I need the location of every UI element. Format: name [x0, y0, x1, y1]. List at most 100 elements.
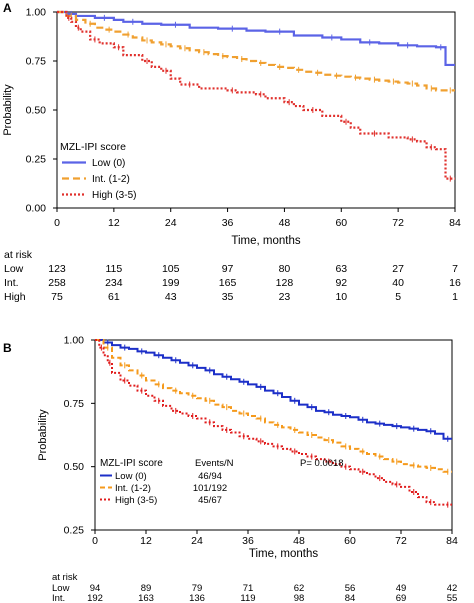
risk-count: 49	[396, 583, 407, 594]
x-tick-label: 36	[242, 535, 254, 547]
risk-count: 1	[452, 291, 458, 303]
risk-count: 92	[335, 277, 347, 289]
risk-count: 98	[294, 593, 305, 603]
risk-count: 79	[192, 583, 203, 594]
legend-entry-label: High (3-5)	[92, 190, 136, 201]
legend-entry-label: Low (0)	[115, 471, 147, 482]
y-tick-label: 0.00	[26, 203, 47, 215]
risk-count: 40	[392, 277, 404, 289]
risk-row-label: Low	[4, 263, 24, 275]
risk-count: 56	[345, 583, 356, 594]
x-tick-label: 72	[395, 535, 407, 547]
risk-count: 5	[395, 291, 401, 303]
risk-count: 89	[141, 583, 152, 594]
x-tick-label: 0	[92, 535, 98, 547]
series-line-high-3-5-	[57, 10, 455, 180]
risk-count: 115	[105, 263, 122, 275]
risk-count: 43	[165, 291, 177, 303]
legend-events-value: 45/67	[198, 495, 222, 506]
y-axis-label: Probability	[37, 409, 49, 461]
risk-count: 16	[449, 277, 461, 289]
x-axis-label: Time, months	[249, 548, 318, 560]
risk-table-title: at risk	[52, 572, 78, 583]
risk-count: 10	[335, 291, 347, 303]
panel-b-chart: 0 12 24 36 48 60 72 84 0.25 0.50 0.75 1.00 Time, mon…	[37, 335, 458, 603]
x-tick-label: 60	[335, 217, 347, 229]
x-tick-label: 84	[449, 217, 461, 229]
y-tick-label: 0.25	[26, 154, 47, 166]
series-line-int-1-2-	[95, 339, 452, 473]
risk-count: 62	[294, 583, 305, 594]
legend-entry-label: Low (0)	[92, 158, 125, 169]
risk-count: 136	[189, 593, 205, 603]
risk-count: 23	[279, 291, 291, 303]
y-tick-label: 0.50	[64, 461, 85, 473]
series-line-int-1-2-	[57, 10, 455, 92]
legend-events-value: 101/192	[193, 483, 227, 494]
x-tick-label: 60	[344, 535, 356, 547]
risk-count: 55	[447, 593, 458, 603]
risk-count: 63	[335, 263, 347, 275]
legend-title: MZL-IPI score	[100, 458, 163, 469]
risk-count: 35	[222, 291, 234, 303]
risk-count: 199	[162, 277, 180, 289]
x-tick-label: 48	[279, 217, 291, 229]
risk-count: 42	[447, 583, 458, 594]
risk-count: 123	[48, 263, 66, 275]
risk-count: 75	[51, 291, 63, 303]
x-tick-label: 12	[108, 217, 120, 229]
x-tick-label: 36	[222, 217, 234, 229]
legend-events-header: Events/N	[195, 458, 234, 469]
risk-count: 84	[345, 593, 356, 603]
series-line-low-0-	[57, 10, 455, 67]
x-tick-label: 84	[446, 535, 458, 547]
risk-count: 105	[162, 263, 180, 275]
y-tick-label: 0.50	[26, 105, 47, 117]
risk-count: 163	[138, 593, 154, 603]
risk-count: 97	[222, 263, 234, 275]
y-tick-label: 0.75	[26, 56, 47, 68]
panel-a-chart: 0 12 24 36 48 60 72 84 0.00 0.25 0.50 0.75 1.00 Time,…	[2, 7, 461, 304]
y-tick-label: 0.75	[64, 398, 85, 410]
risk-table-title: at risk	[4, 249, 33, 261]
x-tick-label: 24	[165, 217, 177, 229]
risk-count: 80	[279, 263, 291, 275]
y-tick-label: 1.00	[26, 7, 47, 19]
risk-count: 234	[105, 277, 123, 289]
legend-title: MZL-IPI score	[60, 141, 126, 153]
risk-count: 7	[452, 263, 458, 275]
risk-row-label: Low	[52, 583, 70, 594]
risk-count: 128	[276, 277, 294, 289]
legend-events-value: 46/94	[198, 471, 222, 482]
risk-count: 165	[219, 277, 237, 289]
y-axis-label: Probability	[2, 84, 14, 136]
risk-count: 71	[243, 583, 254, 594]
legend-entry-label: Int. (1-2)	[115, 483, 151, 494]
panel-label-a: A	[3, 1, 12, 15]
p-value-annotation: P= 0.0018	[300, 458, 344, 469]
y-tick-label: 0.25	[64, 525, 85, 537]
risk-count: 69	[396, 593, 407, 603]
y-tick-label: 1.00	[64, 335, 85, 347]
x-axis-label: Time, months	[231, 235, 300, 247]
risk-row-label: Int.	[52, 593, 65, 603]
panel-label-b: B	[3, 341, 12, 355]
legend-entry-label: Int. (1-2)	[92, 174, 130, 185]
risk-count: 27	[392, 263, 404, 275]
series-line-low-0-	[95, 339, 452, 440]
risk-row-label: Int.	[4, 277, 19, 289]
risk-count: 258	[48, 277, 66, 289]
x-tick-label: 12	[140, 535, 152, 547]
risk-row-label: High	[4, 291, 26, 303]
x-tick-label: 24	[191, 535, 203, 547]
risk-count: 119	[240, 593, 255, 603]
x-tick-label: 0	[54, 217, 60, 229]
risk-count: 94	[90, 583, 101, 594]
x-tick-label: 48	[293, 535, 305, 547]
risk-count: 61	[108, 291, 120, 303]
x-tick-label: 72	[392, 217, 404, 229]
legend-entry-label: High (3-5)	[115, 495, 157, 506]
plot-frame	[94, 339, 453, 531]
risk-count: 192	[87, 593, 103, 603]
